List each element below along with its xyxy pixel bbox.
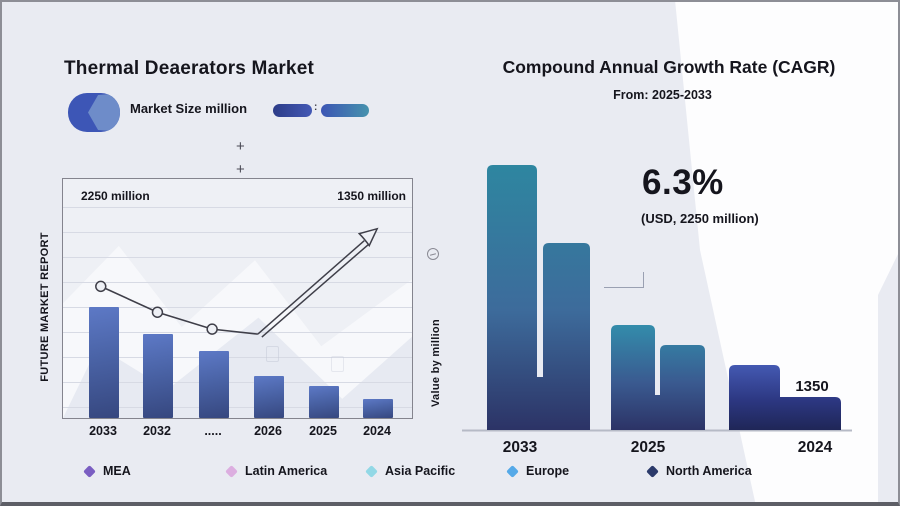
trend-arrow-shaft: [261, 244, 369, 338]
trend-arrow-shaft: [257, 240, 365, 335]
legend-label: North America: [666, 464, 752, 478]
left-chart-x-label: 2026: [254, 424, 282, 438]
left-chart-bar-2033: [89, 307, 119, 418]
y-axis-label: Value by million: [430, 319, 442, 407]
left-vertical-watermark: FUTURE MARKET REPORT: [39, 232, 51, 382]
trend-arrowhead-icon: [357, 227, 379, 248]
left-chart-bar-2024: [363, 399, 393, 418]
annotation-2024-value: 1350 million: [337, 189, 406, 203]
legend-label: Latin America: [245, 464, 328, 478]
trend-marker: [151, 306, 164, 318]
right-chart-bar-2033-a: [487, 165, 537, 430]
legend-diamond-icon: [83, 464, 96, 478]
trend-marker: [95, 280, 107, 293]
gridlines: [63, 183, 412, 418]
right-chart-title: Compound Annual Growth Rate (CAGR): [502, 57, 836, 77]
legend-item-europe: Europe: [506, 464, 570, 478]
legend-diamond-icon: [646, 464, 659, 478]
trend-marker: [206, 323, 218, 335]
annotation-2033-value: 2250 million: [81, 189, 150, 203]
pill-separator: :: [314, 102, 318, 113]
legend-label: MEA: [103, 464, 131, 478]
legend-diamond-icon: [365, 464, 378, 478]
right-chart-x-label: 2033: [503, 439, 538, 456]
legend-pill-teal-icon: [321, 104, 369, 117]
left-chart-bar-2026: [254, 376, 284, 418]
legend-item-asia-pacific: Asia Pacific: [365, 464, 456, 478]
cagr-value: 6.3%: [642, 163, 724, 202]
left-chart-bar-2032: [143, 334, 173, 418]
left-chart-x-label: .....: [204, 424, 222, 438]
legend-label: Europe: [526, 464, 570, 478]
left-chart-panel: 2250 million 1350 million: [62, 178, 413, 419]
left-chart-x-label: 2025: [309, 424, 337, 438]
bar-bridge: [536, 377, 544, 430]
left-chart-x-label: 2024: [363, 424, 391, 438]
legend-pill-dark-icon: [273, 104, 312, 117]
right-chart-x-label: 2024: [798, 439, 833, 456]
legend-item-north-america: North America: [646, 464, 752, 478]
series-label: Market Size million: [130, 101, 248, 116]
bar-bridge: [654, 395, 661, 430]
legend-label: Asia Pacific: [385, 464, 456, 478]
right-chart-bar-2033-b: [543, 243, 590, 430]
region-legend: MEA Latin America Asia Pacific Europe North …: [0, 464, 900, 490]
plus-mark-icon: +: [236, 138, 245, 155]
right-chart-bar-2024-b: [780, 397, 841, 430]
callout-bracket: [604, 272, 644, 288]
right-chart: 2033 2025 2024 1350: [462, 165, 852, 456]
legend-item-latin-america: Latin America: [225, 464, 328, 478]
right-chart-bar-2025-a: [611, 325, 655, 430]
left-chart-bar-2025: [309, 386, 339, 418]
cagr-note: (USD, 2250 million): [641, 211, 759, 226]
right-chart-subtitle: From: 2025-2033: [613, 88, 712, 102]
right-chart-x-label: 2025: [631, 439, 666, 456]
watermark-clipboard-icon: [331, 356, 344, 372]
circle-minus-icon: [427, 248, 439, 260]
left-chart-bar-.....: [199, 351, 229, 418]
left-chart-bars: [63, 179, 412, 418]
legend-diamond-icon: [506, 464, 519, 478]
report-logo-icon: [68, 93, 120, 132]
left-chart-x-label: 2033: [89, 424, 117, 438]
right-chart-bar-2024-a: [729, 365, 780, 430]
plus-mark-icon: +: [236, 161, 245, 178]
trend-line: [100, 285, 258, 335]
right-chart-bar-2025-b: [660, 345, 705, 430]
trend-line-overlay: [95, 227, 379, 338]
legend-item-mea: MEA: [83, 464, 131, 478]
left-chart-x-axis: 2033 2032..... 2026 2025 2024: [62, 424, 413, 444]
logo-hexagon-icon: [88, 93, 120, 132]
legend-diamond-icon: [225, 464, 238, 478]
watermark-clipboard-icon: [266, 346, 279, 362]
bar-value-label: 1350: [795, 378, 828, 395]
left-chart-title: Thermal Deaerators Market: [64, 58, 314, 79]
left-chart-x-label: 2032: [143, 424, 171, 438]
